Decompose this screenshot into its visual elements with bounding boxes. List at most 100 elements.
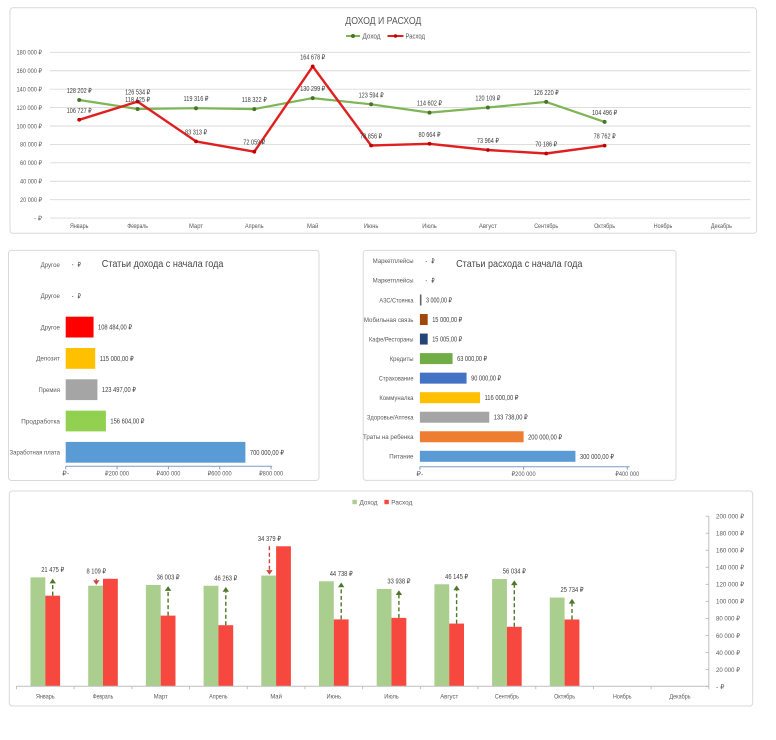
svg-text:Август: Август <box>440 694 458 701</box>
svg-text:3 000,00 ₽: 3 000,00 ₽ <box>426 297 452 305</box>
svg-text:₽200 000: ₽200 000 <box>105 470 129 478</box>
svg-text:20 000 ₽: 20 000 ₽ <box>20 196 43 204</box>
svg-text:21 475 ₽: 21 475 ₽ <box>41 566 64 574</box>
svg-text:78 856 ₽: 78 856 ₽ <box>360 133 382 141</box>
svg-text:128 202 ₽: 128 202 ₽ <box>67 87 92 95</box>
svg-text:140 000 ₽: 140 000 ₽ <box>17 86 43 94</box>
svg-text:15 005,00 ₽: 15 005,00 ₽ <box>432 336 462 344</box>
svg-text:Депозит: Депозит <box>36 356 60 363</box>
svg-text:₽600 000: ₽600 000 <box>208 470 232 478</box>
svg-text:₽800 000: ₽800 000 <box>259 470 283 478</box>
svg-text:200 000 ₽: 200 000 ₽ <box>716 513 745 521</box>
svg-text:72 059 ₽: 72 059 ₽ <box>243 139 265 147</box>
svg-text:Октябрь: Октябрь <box>594 222 616 230</box>
svg-text:104 496 ₽: 104 496 ₽ <box>592 109 617 117</box>
svg-text:Мобильная связь: Мобильная связь <box>364 316 414 324</box>
svg-text:Февраль: Февраль <box>93 694 114 701</box>
svg-text:Октябрь: Октябрь <box>554 693 576 701</box>
svg-text:- ₽: - ₽ <box>72 292 81 300</box>
svg-text:Другое: Другое <box>41 293 61 300</box>
svg-text:8 109 ₽: 8 109 ₽ <box>87 567 107 575</box>
svg-text:Июнь: Июнь <box>327 694 342 701</box>
svg-text:160 000 ₽: 160 000 ₽ <box>716 547 745 555</box>
svg-text:78 762 ₽: 78 762 ₽ <box>594 133 616 141</box>
svg-text:Кафе/Рестораны: Кафе/Рестораны <box>369 336 414 343</box>
svg-text:36 003 ₽: 36 003 ₽ <box>157 573 180 581</box>
svg-text:40 000 ₽: 40 000 ₽ <box>20 178 43 186</box>
svg-text:Доход: Доход <box>360 499 378 506</box>
svg-text:180 000 ₽: 180 000 ₽ <box>17 49 43 57</box>
svg-text:20 000 ₽: 20 000 ₽ <box>716 666 741 674</box>
svg-text:126 220 ₽: 126 220 ₽ <box>534 89 559 97</box>
svg-text:Питание: Питание <box>389 454 414 461</box>
svg-text:Премия: Премия <box>39 387 61 394</box>
svg-text:Декабрь: Декабрь <box>711 222 733 230</box>
svg-text:56 034 ₽: 56 034 ₽ <box>503 568 526 576</box>
svg-text:Доход: Доход <box>363 34 381 41</box>
svg-text:Апрель: Апрель <box>209 694 228 701</box>
svg-text:33 938 ₽: 33 938 ₽ <box>387 578 410 586</box>
svg-text:Август: Август <box>479 223 497 230</box>
svg-text:Март: Март <box>189 223 203 230</box>
svg-text:130 299 ₽: 130 299 ₽ <box>300 85 325 93</box>
svg-text:164 678 ₽: 164 678 ₽ <box>300 53 325 61</box>
svg-text:Январь: Январь <box>36 694 55 701</box>
svg-text:114 602 ₽: 114 602 ₽ <box>417 100 442 108</box>
svg-text:Коммуналка: Коммуналка <box>379 395 413 402</box>
svg-text:ДОХОД И РАСХОД: ДОХОД И РАСХОД <box>345 16 421 27</box>
svg-text:90 000,00 ₽: 90 000,00 ₽ <box>471 375 501 383</box>
svg-text:АЗС/Стоянка: АЗС/Стоянка <box>379 297 413 304</box>
svg-text:Май: Май <box>307 222 319 230</box>
svg-text:Сентябрь: Сентябрь <box>495 693 520 701</box>
svg-text:126 534 ₽: 126 534 ₽ <box>125 89 150 97</box>
svg-text:Продработка: Продработка <box>21 417 60 425</box>
svg-text:- ₽: - ₽ <box>34 214 43 222</box>
svg-text:73 964 ₽: 73 964 ₽ <box>477 137 499 145</box>
svg-text:80 664 ₽: 80 664 ₽ <box>419 131 441 139</box>
svg-text:100 000 ₽: 100 000 ₽ <box>17 122 43 130</box>
svg-text:₽-: ₽- <box>416 470 423 478</box>
svg-text:133 738,00 ₽: 133 738,00 ₽ <box>494 414 528 422</box>
svg-text:Другое: Другое <box>41 324 61 331</box>
svg-text:200 000,00 ₽: 200 000,00 ₽ <box>528 433 562 441</box>
svg-text:Кредиты: Кредиты <box>390 356 414 363</box>
svg-text:Траты на ребенка: Траты на ребенка <box>363 433 414 441</box>
svg-text:70 186 ₽: 70 186 ₽ <box>535 141 557 149</box>
svg-text:₽-: ₽- <box>62 470 69 478</box>
svg-text:Заработная плата: Заработная плата <box>10 449 61 457</box>
svg-text:Май: Май <box>270 693 282 701</box>
svg-text:Январь: Январь <box>70 223 89 230</box>
svg-text:60 000 ₽: 60 000 ₽ <box>716 632 741 640</box>
svg-text:116 000,00 ₽: 116 000,00 ₽ <box>485 394 519 402</box>
svg-text:Декабрь: Декабрь <box>670 693 692 701</box>
svg-text:118 425 ₽: 118 425 ₽ <box>125 96 150 104</box>
svg-text:46 263 ₽: 46 263 ₽ <box>214 574 237 582</box>
svg-text:120 000 ₽: 120 000 ₽ <box>17 104 43 112</box>
svg-text:300 000,00 ₽: 300 000,00 ₽ <box>580 453 614 461</box>
svg-text:80 000 ₽: 80 000 ₽ <box>716 615 741 623</box>
svg-text:Февраль: Февраль <box>127 223 148 230</box>
svg-text:160 000 ₽: 160 000 ₽ <box>17 67 43 75</box>
svg-text:700 000,00 ₽: 700 000,00 ₽ <box>250 449 284 457</box>
svg-text:₽200 000: ₽200 000 <box>512 470 536 478</box>
svg-text:108 484,00 ₽: 108 484,00 ₽ <box>98 324 132 332</box>
svg-text:Здоровье/Аптека: Здоровье/Аптека <box>367 415 414 422</box>
svg-text:Март: Март <box>154 694 168 701</box>
svg-text:Статьи расхода с начала года: Статьи расхода с начала года <box>456 258 582 270</box>
svg-text:115 000,00 ₽: 115 000,00 ₽ <box>100 355 134 363</box>
svg-text:119 316 ₽: 119 316 ₽ <box>184 95 209 103</box>
svg-text:120 000 ₽: 120 000 ₽ <box>716 581 745 589</box>
svg-text:Статьи дохода с начала года: Статьи дохода с начала года <box>102 258 224 270</box>
svg-text:46 145 ₽: 46 145 ₽ <box>445 573 468 581</box>
svg-text:83 313 ₽: 83 313 ₽ <box>185 128 207 136</box>
svg-text:34 379 ₽: 34 379 ₽ <box>258 535 281 543</box>
svg-text:25 734 ₽: 25 734 ₽ <box>561 586 584 594</box>
svg-text:100 000 ₽: 100 000 ₽ <box>716 598 745 606</box>
svg-text:- ₽: - ₽ <box>426 277 435 285</box>
svg-text:Сентябрь: Сентябрь <box>534 222 559 230</box>
svg-text:Июль: Июль <box>422 223 437 230</box>
svg-text:Страхование: Страхование <box>379 375 414 382</box>
svg-text:₽400 000: ₽400 000 <box>615 470 639 478</box>
svg-text:Маркетплейсы: Маркетплейсы <box>373 257 414 265</box>
svg-text:44 738 ₽: 44 738 ₽ <box>330 570 353 578</box>
